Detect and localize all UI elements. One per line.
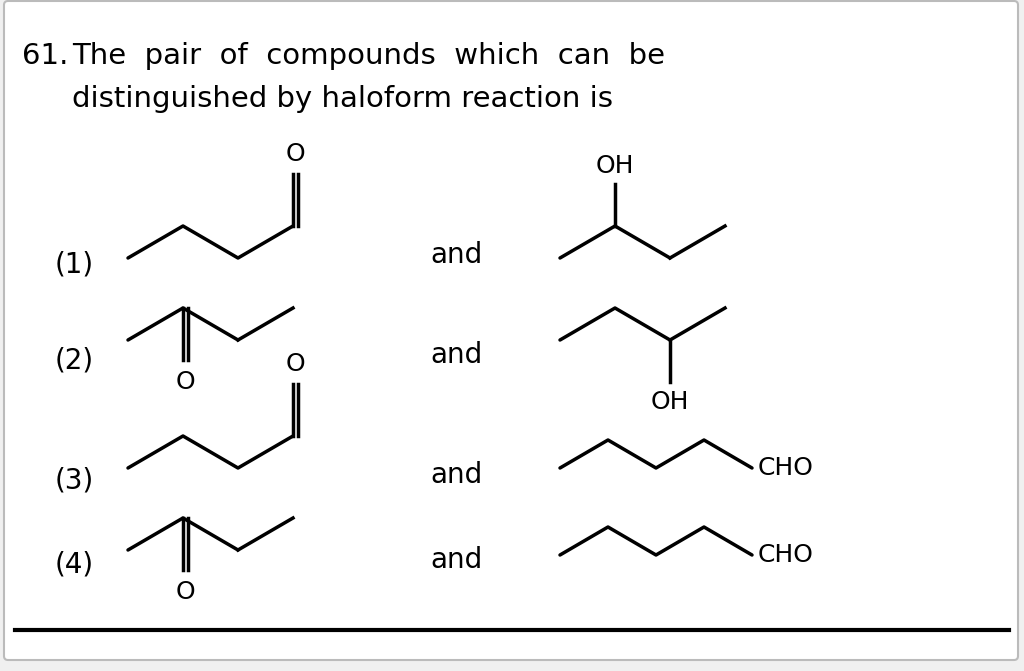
Text: (2): (2) xyxy=(55,346,94,374)
Text: CHO: CHO xyxy=(758,543,814,567)
Text: and: and xyxy=(430,546,482,574)
Text: and: and xyxy=(430,241,482,269)
Text: distinguished by haloform reaction is: distinguished by haloform reaction is xyxy=(72,85,613,113)
Text: 61.: 61. xyxy=(22,42,69,70)
Text: O: O xyxy=(286,142,305,166)
Text: CHO: CHO xyxy=(758,456,814,480)
Text: and: and xyxy=(430,461,482,489)
Text: (1): (1) xyxy=(55,251,94,279)
Text: OH: OH xyxy=(650,390,689,414)
Text: O: O xyxy=(176,370,196,394)
Text: (4): (4) xyxy=(55,551,94,579)
FancyBboxPatch shape xyxy=(4,1,1018,660)
Text: OH: OH xyxy=(596,154,634,178)
Text: (3): (3) xyxy=(55,466,94,494)
Text: The  pair  of  compounds  which  can  be: The pair of compounds which can be xyxy=(72,42,665,70)
Text: O: O xyxy=(286,352,305,376)
Text: and: and xyxy=(430,341,482,369)
Text: O: O xyxy=(176,580,196,604)
